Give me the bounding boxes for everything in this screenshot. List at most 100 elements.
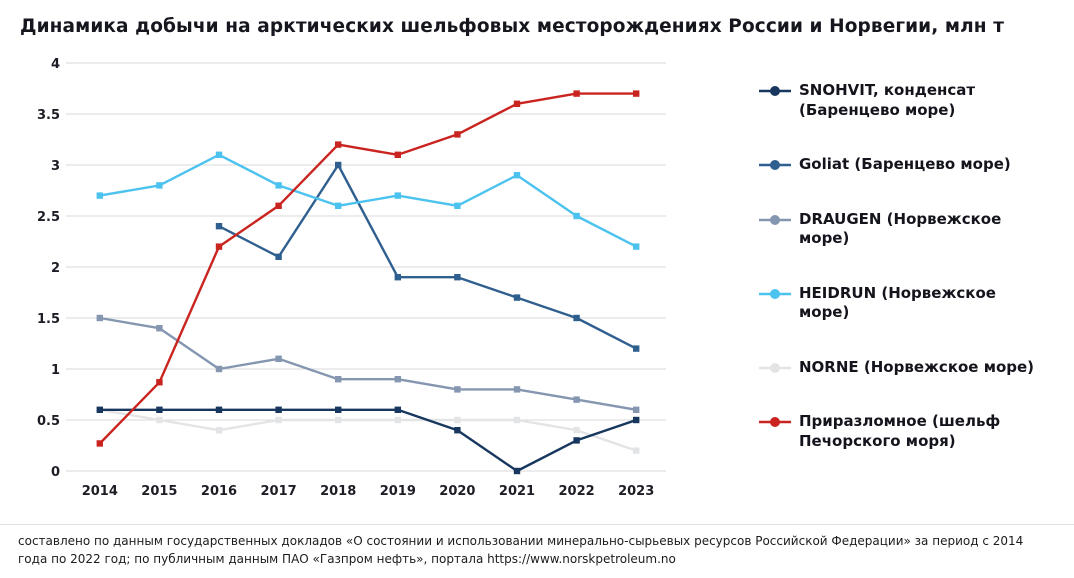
data-point-marker <box>633 406 640 413</box>
data-point-marker <box>335 161 342 169</box>
chart-legend: SNOHVIT, конденсат (Баренцево море) Golia… <box>758 45 1044 451</box>
data-point-marker <box>513 172 521 179</box>
data-point-marker <box>335 376 342 383</box>
data-point-marker <box>156 325 163 332</box>
data-point-marker <box>156 182 163 189</box>
data-point-marker <box>454 202 461 209</box>
legend-item: DRAUGEN (Норвежское море) <box>758 210 1044 249</box>
data-point-marker <box>215 151 223 158</box>
data-point-marker <box>156 379 163 386</box>
data-point-marker <box>513 467 521 475</box>
data-point-marker <box>156 406 163 413</box>
data-point-marker <box>513 416 521 424</box>
chart-title: Динамика добычи на арктических шельфовых… <box>20 16 1005 37</box>
data-point-marker <box>335 416 342 424</box>
data-point-marker <box>394 151 401 158</box>
data-point-marker <box>573 437 580 444</box>
data-point-marker <box>633 345 640 352</box>
data-point-marker <box>394 416 401 424</box>
data-point-marker <box>633 447 640 454</box>
legend-marker-icon <box>759 362 791 373</box>
legend-marker-icon <box>759 417 791 427</box>
source-note: составлено по данным государственных док… <box>0 524 1074 578</box>
legend-item: Goliat (Баренцево море) <box>758 155 1044 175</box>
data-point-marker <box>573 314 580 322</box>
legend-label: SNOHVIT, конденсат (Баренцево море) <box>799 81 976 119</box>
y-tick-label: 1.5 <box>37 312 60 327</box>
data-point-marker <box>573 427 580 434</box>
data-point-marker <box>275 182 282 189</box>
x-tick-label: 2022 <box>559 484 595 499</box>
x-tick-label: 2021 <box>499 484 535 499</box>
data-point-marker <box>96 406 103 413</box>
x-tick-label: 2017 <box>261 484 297 499</box>
data-point-marker <box>96 314 103 322</box>
data-point-marker <box>394 192 401 199</box>
legend-label: DRAUGEN (Норвежское море) <box>799 209 1002 248</box>
series-line <box>98 408 638 452</box>
x-tick-label: 2014 <box>82 484 118 499</box>
data-point-marker <box>335 202 342 209</box>
data-point-marker <box>215 365 223 373</box>
data-point-marker <box>633 416 640 424</box>
legend-marker-icon <box>759 86 791 96</box>
legend-marker-icon <box>759 214 791 225</box>
y-tick-label: 0.5 <box>37 414 60 429</box>
data-point-marker <box>96 440 103 447</box>
legend-label: Goliat (Баренцево море) <box>799 155 1011 173</box>
data-point-marker <box>156 416 163 424</box>
x-tick-label: 2019 <box>380 484 416 499</box>
data-point-marker <box>335 406 342 413</box>
x-tick-label: 2015 <box>141 484 177 499</box>
legend-item: SNOHVIT, конденсат (Баренцево море) <box>758 81 1044 120</box>
data-point-marker <box>573 212 580 220</box>
legend-item: NORNE (Норвежское море) <box>758 358 1044 378</box>
legend-item: Приразломное (шельф Печорского моря) <box>758 412 1044 451</box>
data-point-marker <box>573 396 580 403</box>
data-point-marker <box>275 416 282 424</box>
data-point-marker <box>454 427 461 434</box>
legend-label: HEIDRUN (Норвежское море) <box>799 283 996 322</box>
series-line <box>98 408 638 473</box>
legend-item: HEIDRUN (Норвежское море) <box>758 284 1044 323</box>
data-point-marker <box>454 386 461 393</box>
data-point-marker <box>275 406 282 413</box>
data-point-marker <box>275 355 282 362</box>
y-tick-label: 4 <box>51 57 60 72</box>
y-tick-label: 3.5 <box>37 108 60 123</box>
data-point-marker <box>633 243 640 250</box>
legend-label: NORNE (Норвежское море) <box>799 357 1035 376</box>
data-point-marker <box>394 274 401 281</box>
y-tick-label: 1 <box>51 363 60 378</box>
data-point-marker <box>215 223 223 230</box>
x-tick-label: 2023 <box>618 484 654 499</box>
data-point-marker <box>454 131 461 138</box>
y-tick-label: 3 <box>51 159 60 174</box>
data-point-marker <box>215 406 223 413</box>
chart-area: 0 0.5 1 1.5 2 2.5 3 3.5 4 2014 2015 2016 2017 2018 201… <box>18 45 1056 507</box>
data-point-marker <box>275 202 282 209</box>
series-line <box>98 316 638 411</box>
y-tick-label: 0 <box>51 465 60 480</box>
line-chart: 0 0.5 1 1.5 2 2.5 3 3.5 4 2014 2015 2016 2017 2018 201… <box>37 57 666 499</box>
x-tick-label: 2016 <box>201 484 237 499</box>
data-point-marker <box>394 406 401 413</box>
legend-marker-icon <box>759 160 791 170</box>
legend-label: Приразломное (шельф Печорского моря) <box>799 412 1001 450</box>
x-tick-label: 2018 <box>320 484 356 499</box>
data-point-marker <box>513 294 521 301</box>
data-point-marker <box>513 100 521 107</box>
y-tick-label: 2 <box>51 261 60 276</box>
data-point-marker <box>215 243 223 250</box>
data-point-marker <box>335 141 342 148</box>
data-point-marker <box>573 90 580 97</box>
x-tick-label: 2020 <box>439 484 475 499</box>
legend-marker-icon <box>759 288 791 299</box>
data-point-marker <box>633 90 640 97</box>
data-point-marker <box>454 274 461 281</box>
data-point-marker <box>394 376 401 383</box>
data-point-marker <box>96 192 103 199</box>
data-point-marker <box>454 416 461 424</box>
data-point-marker <box>513 386 521 393</box>
y-tick-label: 2.5 <box>37 210 60 225</box>
